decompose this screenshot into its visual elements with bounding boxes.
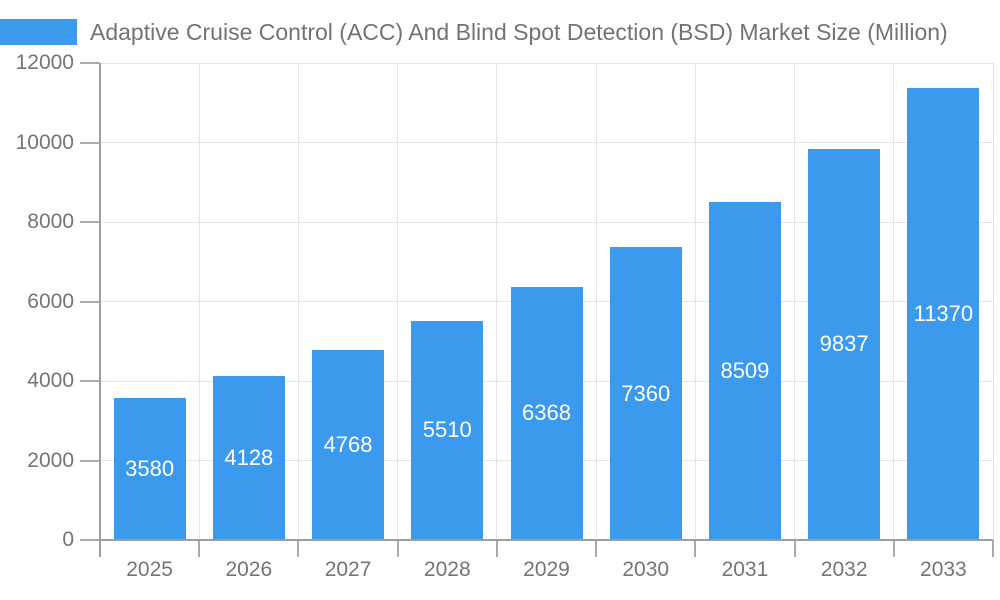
x-tick [198,540,201,557]
legend-label: Adaptive Cruise Control (ACC) And Blind … [90,18,948,45]
x-tick [396,540,399,557]
x-tick-label: 2027 [324,558,372,581]
y-tick [80,62,100,64]
bar[interactable]: 7360 [609,247,682,540]
bar[interactable]: 4128 [212,375,285,540]
bar-value-label: 4768 [323,432,373,458]
v-gridline [893,63,895,540]
v-gridline [297,63,299,540]
y-tick-label: 2000 [27,448,74,472]
y-tick-label: 8000 [27,210,74,233]
v-gridline [694,63,696,540]
bar[interactable]: 6368 [510,286,583,540]
bar[interactable]: 5510 [411,320,484,540]
y-tick-label: 12000 [15,51,74,74]
y-tick-label: 6000 [27,289,74,313]
bar[interactable]: 3580 [113,397,186,540]
h-gridline [100,62,993,64]
bar-value-label: 3580 [125,455,175,481]
x-tick-label: 2033 [920,558,967,581]
v-gridline [496,63,498,540]
x-tick [297,540,300,557]
h-gridline [100,142,993,143]
y-tick-label: 10000 [15,130,74,154]
x-tick-label: 2030 [622,558,670,581]
bar-value-label: 11370 [913,301,974,326]
y-axis-line [99,63,101,557]
v-gridline [198,63,200,540]
legend-swatch-icon [0,19,77,45]
bar-value-label: 7360 [621,380,671,406]
bar[interactable]: 4768 [312,350,385,540]
x-tick [694,540,697,557]
x-tick [992,540,994,557]
y-tick [80,539,100,541]
v-gridline [794,63,796,540]
x-tick-label: 2029 [523,558,570,581]
y-tick-label: 0 [62,528,74,551]
bar-value-label: 9837 [819,331,869,357]
bar[interactable]: 11370 [907,88,980,540]
y-tick [80,380,100,382]
x-tick-label: 2031 [721,558,769,581]
legend-item[interactable]: Adaptive Cruise Control (ACC) And Blind … [0,19,948,45]
x-tick-label: 2025 [126,558,173,581]
x-axis-line [100,539,993,541]
h-gridline [100,221,993,223]
v-gridline [595,63,597,540]
bar[interactable]: 9837 [808,148,881,540]
x-tick-label: 2028 [423,558,471,581]
bar-value-label: 5510 [422,417,472,443]
bar[interactable]: 8509 [708,201,781,540]
bar-value-label: 8509 [720,357,770,383]
y-tick [80,459,100,462]
x-tick-label: 2032 [820,558,868,581]
y-tick [80,141,100,144]
x-tick [595,540,598,557]
x-tick-label: 2026 [225,558,273,581]
x-tick [495,540,498,557]
v-gridline [992,63,994,540]
y-tick-label: 4000 [27,369,74,392]
v-gridline [397,63,399,540]
bar-value-label: 4128 [224,444,274,470]
y-tick [80,300,100,303]
bar-value-label: 6368 [522,400,571,426]
x-tick [793,540,796,557]
y-tick [80,221,100,223]
x-tick [892,540,895,557]
